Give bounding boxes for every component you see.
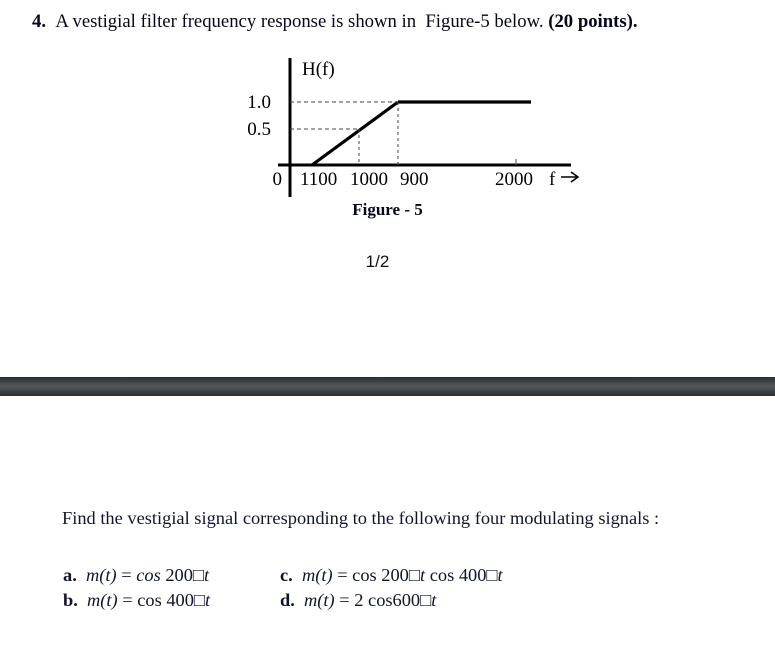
svg-text:f: f <box>549 169 556 190</box>
svg-text:H(f): H(f) <box>302 59 335 80</box>
svg-text:900: 900 <box>400 169 429 190</box>
svg-text:2000: 2000 <box>495 169 533 190</box>
svg-text:0: 0 <box>273 169 283 190</box>
svg-text:1000: 1000 <box>350 169 388 190</box>
svg-text:1.0: 1.0 <box>247 92 271 113</box>
svg-text:1100: 1100 <box>300 169 337 190</box>
svg-text:0.5: 0.5 <box>247 119 271 140</box>
